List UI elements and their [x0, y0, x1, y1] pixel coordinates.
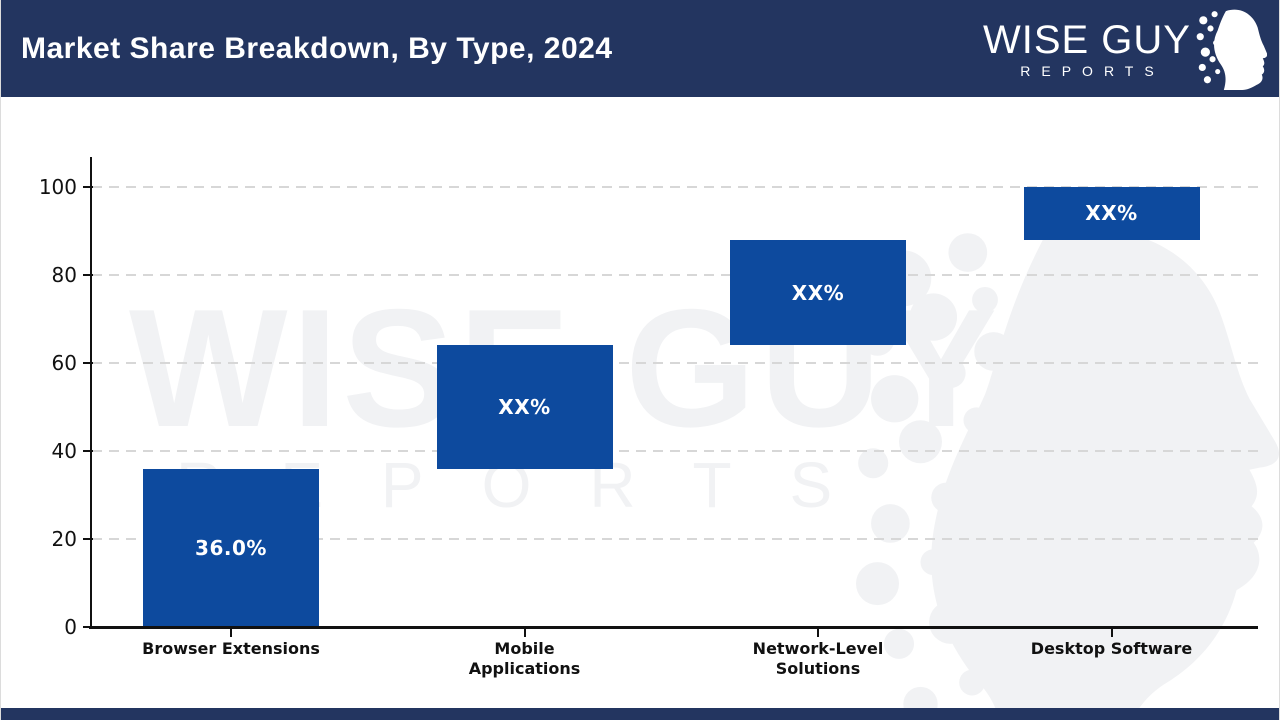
brand-logo: WISE GUY REPORTS — [983, 8, 1267, 90]
category-label-line: Browser Extensions — [142, 639, 320, 658]
bar-value-label: XX% — [791, 280, 845, 305]
y-tick-label-20: 20 — [51, 527, 77, 551]
y-tick-label-60: 60 — [51, 351, 77, 375]
category-label-line: Desktop Software — [1030, 639, 1193, 658]
page-title: Market Share Breakdown, By Type, 2024 — [21, 31, 613, 65]
bar-segment: XX% — [1023, 187, 1200, 240]
y-axis-spine — [90, 157, 92, 628]
category-label-line: Mobile — [494, 639, 555, 658]
y-tick-mark-80 — [83, 274, 93, 276]
category-label: Desktop Software — [992, 639, 1232, 659]
bar-value-label: XX% — [1085, 201, 1138, 226]
x-tick-mark — [1110, 629, 1113, 637]
brand-subname: REPORTS — [1020, 62, 1165, 79]
gridline-20 — [92, 538, 1258, 540]
y-tick-mark-20 — [83, 538, 93, 540]
gridline-60 — [92, 362, 1258, 364]
category-label: Mobile Applications — [405, 639, 645, 679]
y-tick-mark-60 — [83, 362, 93, 364]
x-tick-mark — [523, 629, 526, 637]
header-bar: Market Share Breakdown, By Type, 2024 WI… — [1, 0, 1279, 97]
y-tick-label-0: 0 — [64, 615, 77, 639]
gridline-80 — [92, 274, 1258, 276]
category-label: Network-Level Solutions — [698, 639, 938, 679]
category-label-line: Applications — [468, 659, 581, 678]
x-axis-spine — [89, 626, 1258, 629]
gridline-40 — [92, 450, 1258, 452]
brand-head-icon — [1196, 9, 1267, 90]
footer-bar — [1, 708, 1279, 720]
bar-value-label: 36.0% — [195, 535, 267, 560]
bar-segment: XX% — [730, 239, 906, 346]
y-tick-label-100: 100 — [38, 175, 77, 199]
y-tick-label-40: 40 — [51, 439, 77, 463]
y-tick-label-80: 80 — [51, 263, 77, 287]
y-tick-mark-0 — [83, 626, 93, 628]
category-label: Browser Extensions — [111, 639, 351, 659]
category-label-line: Solutions — [775, 659, 861, 678]
bar-segment: 36.0% — [143, 468, 319, 627]
y-tick-mark-100 — [83, 186, 93, 188]
y-tick-mark-40 — [83, 450, 93, 452]
x-tick-mark — [817, 629, 819, 637]
category-label-line: Network-Level — [752, 639, 884, 658]
brand-name: WISE GUY — [982, 17, 1191, 62]
brand-logo-text: WISE GUY REPORTS — [983, 19, 1191, 79]
x-tick-mark — [230, 629, 232, 637]
bar-segment: XX% — [436, 345, 613, 469]
bar-value-label: XX% — [498, 394, 551, 419]
gridline-100 — [92, 186, 1258, 188]
